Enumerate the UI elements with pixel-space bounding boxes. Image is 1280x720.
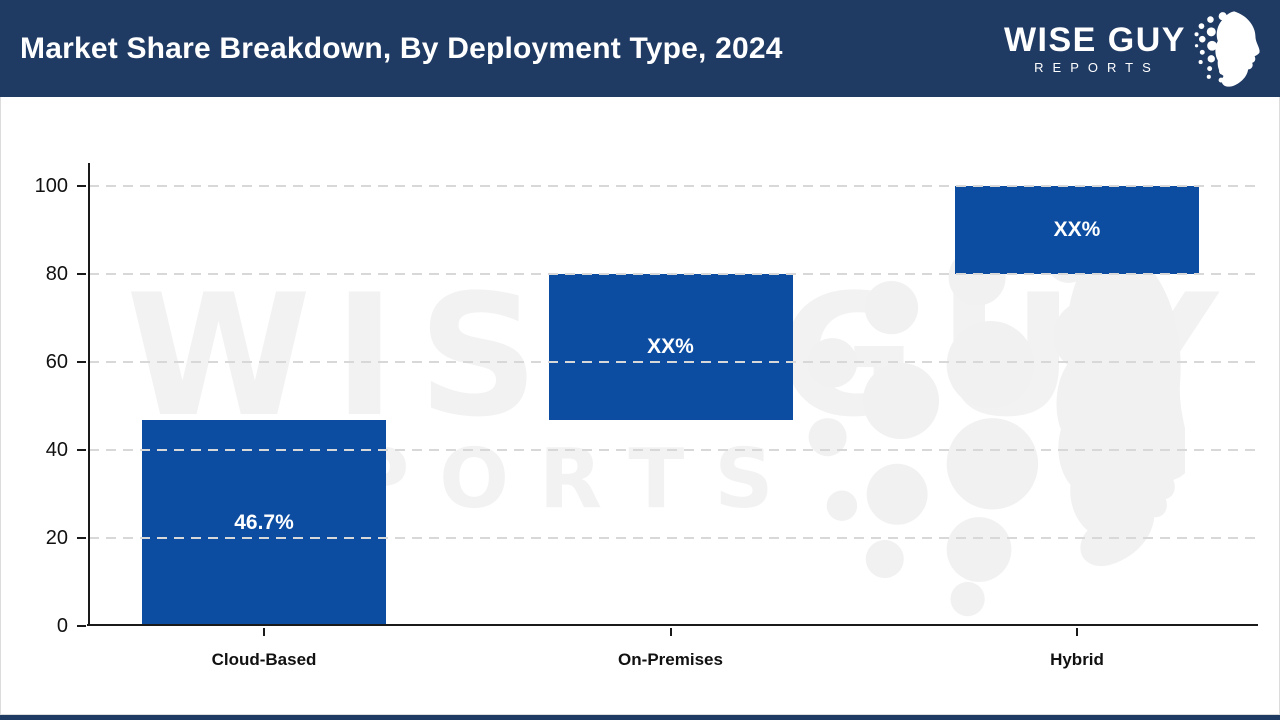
y-tick-label-40: 40: [45, 438, 68, 461]
gridline-80: [89, 272, 1258, 275]
bar-on-premises: [548, 273, 793, 421]
bar-value-label-hybrid: XX%: [1053, 217, 1101, 241]
dotted-face-profile-icon: [1190, 8, 1262, 90]
x-tick-label-hybrid: Hybrid: [1050, 650, 1104, 669]
gridline-20: [89, 536, 1258, 539]
y-tick-label-60: 60: [45, 350, 68, 373]
x-tick-cloud-based: [263, 628, 265, 636]
bar-hybrid: [955, 185, 1199, 274]
wiseguy-logo: WISE GUY REPORTS: [1004, 8, 1262, 90]
y-tick-60: [77, 360, 86, 363]
y-tick-label-80: 80: [45, 262, 68, 285]
logo-wise-guy-text: WISE GUY: [1003, 20, 1186, 59]
chart-title: Market Share Breakdown, By Deployment Ty…: [20, 31, 783, 65]
y-axis: [88, 163, 90, 626]
x-tick-on-premises: [669, 628, 672, 636]
bar-cloud-based: [142, 420, 386, 626]
y-tick-label-0: 0: [56, 615, 68, 637]
y-tick-40: [77, 448, 86, 451]
plot-area: 0 20 40 60 80 100 46.7% Cloud-Based XX% On-Premis…: [35, 163, 1258, 669]
y-tick-label-20: 20: [45, 526, 68, 549]
y-tick-0: [77, 625, 86, 627]
wiseguy-logo-text: WISE GUY REPORTS: [1004, 23, 1186, 75]
x-axis: [87, 624, 1258, 626]
y-tick-label-100: 100: [34, 174, 68, 197]
y-tick-20: [77, 536, 86, 539]
gridline-60: [89, 360, 1258, 363]
x-tick-label-on-premises: On-Premises: [618, 650, 723, 669]
bar-value-label-cloud-based: 46.7%: [234, 511, 294, 535]
footer-accent-bar: [0, 715, 1280, 720]
logo-reports-text: REPORTS: [1034, 59, 1160, 75]
y-tick-80: [77, 272, 86, 275]
x-tick-label-cloud-based: Cloud-Based: [211, 650, 317, 669]
bar-value-label-on-premises: XX%: [647, 334, 694, 358]
gridline-40: [89, 448, 1258, 451]
x-tick-hybrid: [1076, 628, 1078, 636]
gridline-100: [89, 184, 1258, 187]
y-tick-100: [77, 184, 86, 187]
header-bar: Market Share Breakdown, By Deployment Ty…: [0, 0, 1280, 97]
